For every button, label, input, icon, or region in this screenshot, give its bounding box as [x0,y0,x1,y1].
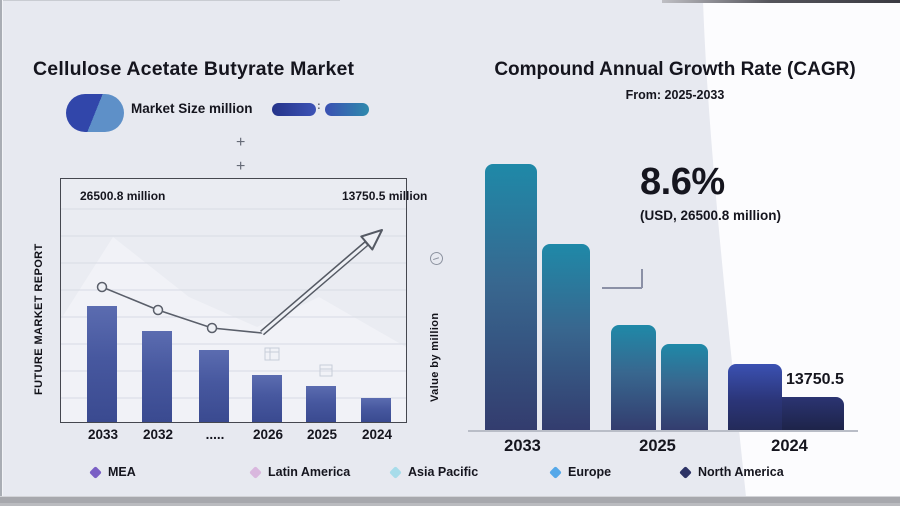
start-value-label: 26500.8 million [80,189,166,203]
frame-left-line [0,0,2,506]
x-tick-2024: 2024 [361,427,393,442]
cagr-bar-2025-b [661,344,708,431]
legend-label: MEA [108,465,136,479]
frame-top-line [0,0,340,1]
latin-america-diamond-icon [249,465,262,479]
north-america-diamond-icon [679,465,692,479]
bar-2032 [142,331,172,422]
cagr-x-tick-2024: 2024 [771,437,808,455]
bar-2025 [306,386,336,422]
cagr-caption: (USD, 26500.8 million) [640,208,782,223]
corner-bracket-line [641,269,643,288]
x-tick-2026: 2026 [252,427,284,442]
legend-item-latin-america: Latin America [249,465,351,479]
cagr-bar-2024-a [728,364,782,431]
cagr-chart-baseline [468,430,858,432]
cagr-value: 8.6% [640,161,725,203]
legend-item-mea: MEA [89,465,136,479]
market-size-legend-label: Market Size million [131,101,253,116]
europe-diamond-icon [549,465,562,479]
cagr-x-tick-2033: 2033 [504,437,541,455]
cagr-bar-2033-a [485,164,537,431]
bar-ellipsis [199,350,229,422]
bar-2033 [87,306,117,422]
legend-label: North America [698,465,784,479]
left-panel-title: Cellulose Acetate Butyrate Market [33,58,355,80]
left-chart-y-axis-brand-label: FUTURE MARKET REPORT [33,243,45,395]
legend-item-north-america: North America [679,465,784,479]
frame-left-highlight [2,0,3,506]
plus-mark-icon: + [236,158,246,175]
bar-2024 [361,398,391,422]
right-panel-subtitle: From: 2025-2033 [625,88,725,102]
x-tick-2033: 2033 [87,427,119,442]
cagr-bar-2025-a [611,325,656,431]
ratio-pill-left-icon [272,103,316,116]
market-size-chart: 26500.8 million 13750.5 million [60,178,427,423]
cagr-bar-2033-b [542,244,590,431]
legend-item-europe: Europe [549,465,612,479]
market-size-pill-icon [66,94,124,132]
ratio-colon: : [317,100,321,112]
cagr-bar-2024-b [782,397,844,431]
left-chart-value-axis-label: Value by million [429,312,441,402]
bar-2026 [252,375,282,422]
legend-label: Europe [568,465,612,479]
corner-bracket-line [602,287,642,289]
mea-diamond-icon [89,465,102,479]
right-panel-title: Compound Annual Growth Rate (CAGR) [494,59,856,80]
frame-bottom-bar [0,497,900,503]
ratio-pill-right-icon [325,103,369,116]
x-tick-ellipsis: ..... [205,427,225,442]
end-value-callout: 13750.5 [786,371,844,388]
legend-item-asia-pacific: Asia Pacific [389,465,479,479]
x-tick-2025: 2025 [306,427,338,442]
frame-bottom-highlight [0,496,900,497]
frame-bottom-shadow [0,503,900,506]
plus-mark-icon: + [236,134,246,151]
x-tick-2032: 2032 [142,427,174,442]
frame-top-dark-line [662,0,900,3]
cagr-x-tick-2025: 2025 [639,437,676,455]
legend-label: Latin America [268,465,351,479]
end-value-label: 13750.5 million [342,189,428,203]
asia-pacific-diamond-icon [389,465,402,479]
legend-label: Asia Pacific [408,465,479,479]
